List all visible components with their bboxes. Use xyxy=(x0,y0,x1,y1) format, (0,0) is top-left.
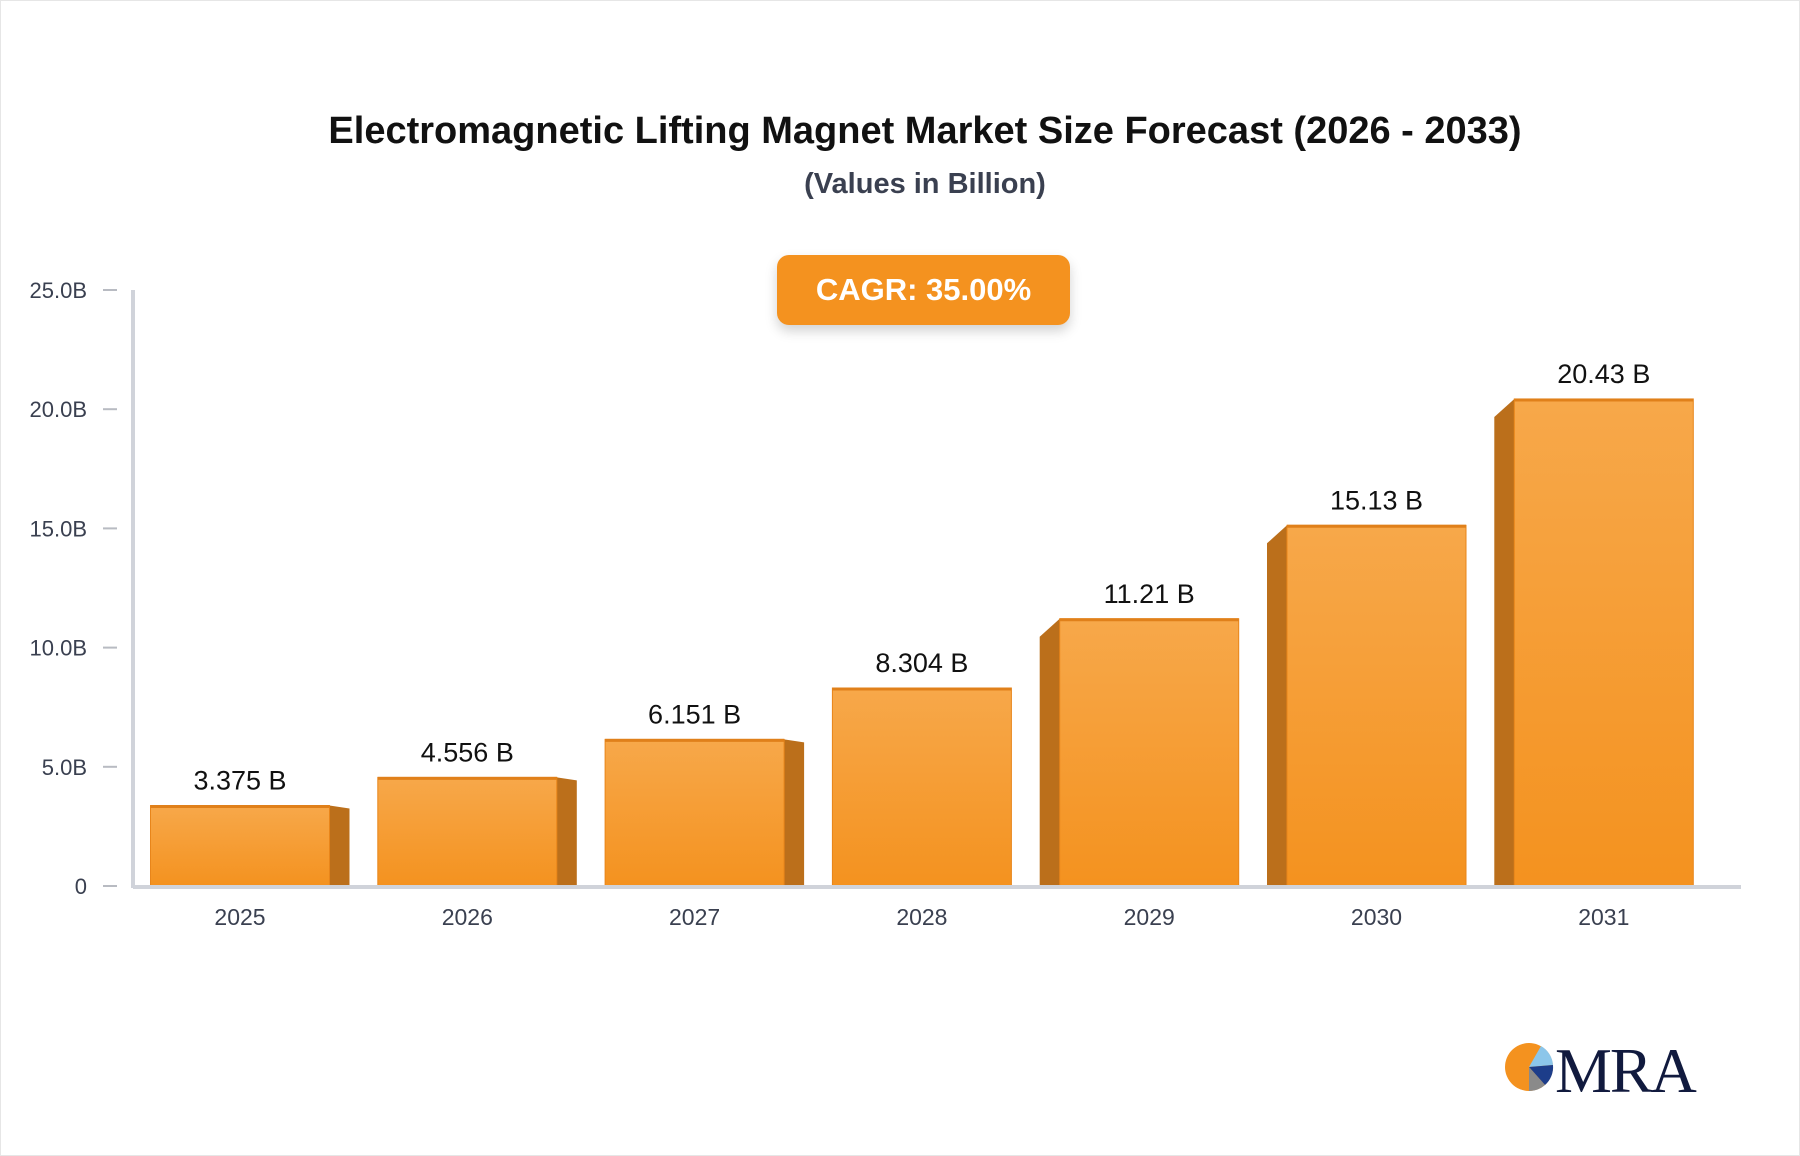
bar-side xyxy=(1039,618,1060,886)
mra-logo: MRA xyxy=(1505,1035,1697,1106)
bar-side xyxy=(1494,398,1515,886)
data-label: 3.375 B xyxy=(193,766,286,796)
x-tick-label: 2025 xyxy=(214,904,265,930)
bar-2028 xyxy=(831,687,1012,887)
y-tick-label: 5.0B xyxy=(42,755,87,780)
x-tick-label: 2028 xyxy=(896,904,947,930)
bar-side xyxy=(556,777,577,886)
x-tick-label: 2030 xyxy=(1351,904,1402,930)
bar-side xyxy=(329,805,350,886)
data-label: 4.556 B xyxy=(421,737,514,767)
y-tick-label: 15.0B xyxy=(30,516,88,541)
bar-2031 xyxy=(1513,398,1694,887)
chart-title: Electromagnetic Lifting Magnet Market Si… xyxy=(328,110,1522,152)
bar-side xyxy=(1267,525,1287,886)
y-tick-label: 10.0B xyxy=(30,636,88,661)
y-tick-label: 25.0B xyxy=(30,278,88,303)
bar-2025 xyxy=(150,805,330,887)
cagr-badge: CAGR: 35.00% xyxy=(777,255,1070,325)
y-tick-label: 0 xyxy=(75,874,87,899)
bar-side xyxy=(784,739,805,886)
x-tick-label: 2026 xyxy=(442,904,493,930)
x-tick-label: 2027 xyxy=(669,904,720,930)
chart-subtitle: (Values in Billion) xyxy=(804,168,1046,200)
y-tick-label: 20.0B xyxy=(30,397,88,422)
x-tick-label: 2029 xyxy=(1124,904,1175,930)
bar-2029 xyxy=(1059,618,1240,887)
bar-2030 xyxy=(1286,524,1467,887)
logo-text: MRA xyxy=(1555,1035,1697,1106)
pie-logo-icon xyxy=(1505,1043,1554,1092)
data-label: 15.13 B xyxy=(1330,485,1423,515)
data-label: 20.43 B xyxy=(1557,359,1650,389)
bar-2026 xyxy=(377,776,558,887)
data-label: 8.304 B xyxy=(875,648,968,678)
x-tick-label: 2031 xyxy=(1578,904,1629,930)
data-label: 6.151 B xyxy=(648,699,741,729)
bar-2027 xyxy=(604,738,785,887)
data-label: 11.21 B xyxy=(1104,579,1195,609)
